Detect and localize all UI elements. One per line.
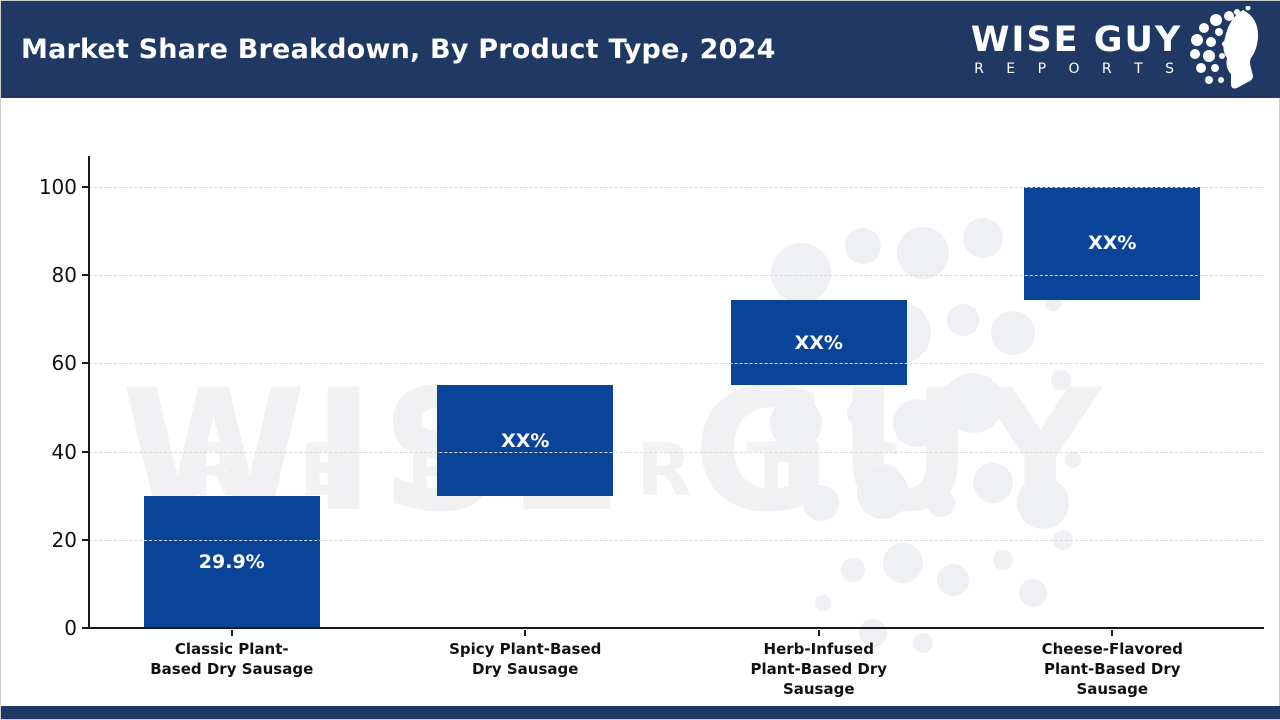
y-axis-line xyxy=(88,156,90,629)
y-tick-mark xyxy=(82,186,89,188)
y-tick-label: 20 xyxy=(51,527,77,552)
y-tick-label: 40 xyxy=(51,439,77,464)
brand-logo-text: WISE GUY R E P O R T S xyxy=(970,22,1183,78)
bar-value-label: XX% xyxy=(1088,232,1137,255)
bar-value-label: XX% xyxy=(501,429,550,452)
x-category-label: Spicy Plant-Based Dry Sausage xyxy=(449,640,602,678)
x-tick-mark xyxy=(817,630,820,636)
brand-logo: WISE GUY R E P O R T S xyxy=(970,1,1263,98)
x-category-label: Herb-Infused Plant-Based Dry Sausage xyxy=(750,640,888,698)
x-tick-mark xyxy=(1111,630,1114,636)
y-tick-mark xyxy=(82,627,89,629)
gridline-80 xyxy=(89,275,1263,277)
y-tick-mark xyxy=(82,362,89,365)
footer-bar xyxy=(1,706,1280,719)
x-category-label: Classic Plant- Based Dry Sausage xyxy=(150,640,314,678)
bar-segment-1 xyxy=(437,385,614,497)
gridline-40 xyxy=(89,451,1263,453)
y-tick-label: 100 xyxy=(38,175,77,199)
gridline-60 xyxy=(89,363,1263,365)
x-category-label: Cheese-Flavored Plant-Based Dry Sausage xyxy=(1041,640,1183,698)
head-silhouette-icon xyxy=(1190,5,1259,88)
bar-value-label: XX% xyxy=(794,331,843,354)
y-tick-mark xyxy=(82,450,89,453)
bar-segment-3 xyxy=(1024,187,1201,300)
gridline-100 xyxy=(89,187,1263,188)
x-tick-mark xyxy=(230,630,233,636)
bar-value-label: 29.9% xyxy=(198,551,265,574)
x-axis-line xyxy=(88,627,1264,629)
bar-segment-0 xyxy=(143,496,320,628)
brand-subtitle: R E P O R T S xyxy=(974,60,1183,77)
y-tick-label: 80 xyxy=(51,263,77,288)
page-title: Market Share Breakdown, By Product Type,… xyxy=(21,34,776,65)
bar-segment-2 xyxy=(730,299,907,386)
header-bar: Market Share Breakdown, By Product Type,… xyxy=(1,1,1280,98)
gridline-20 xyxy=(89,539,1263,541)
brand-name: WISE GUY xyxy=(970,19,1183,60)
y-tick-label: 0 xyxy=(64,616,77,640)
x-tick-mark xyxy=(524,630,527,636)
y-tick-label: 60 xyxy=(51,351,77,376)
y-tick-mark xyxy=(82,538,89,541)
y-tick-mark xyxy=(82,274,89,277)
